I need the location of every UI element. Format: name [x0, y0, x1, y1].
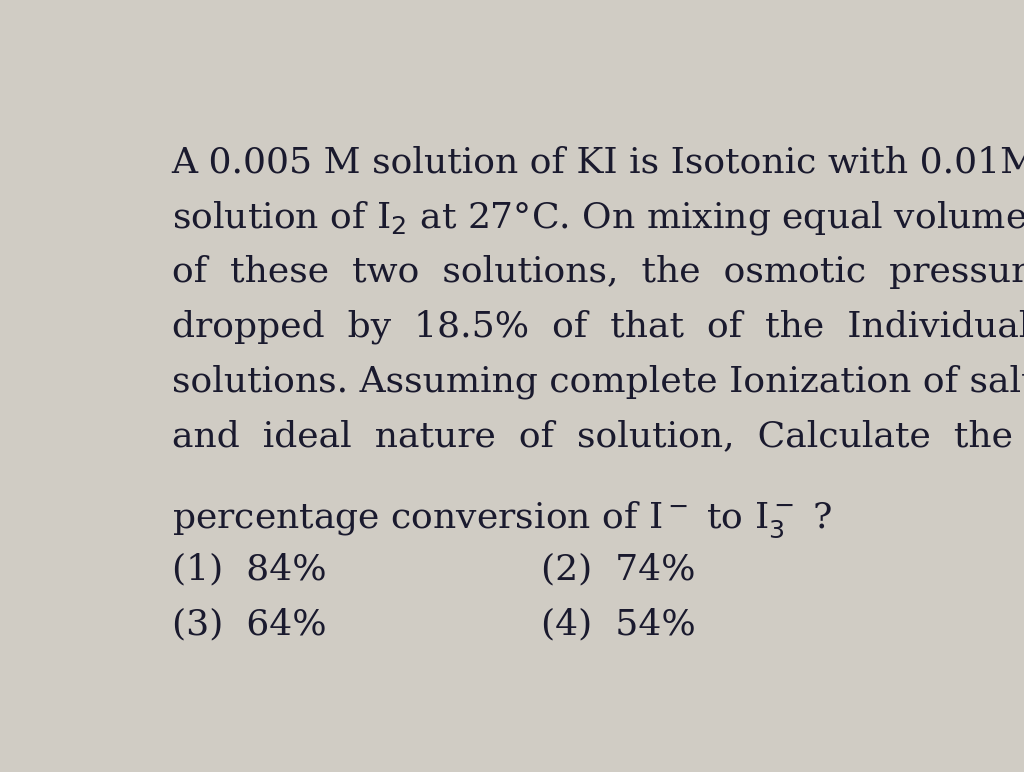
Text: (1)  84%: (1) 84% — [172, 553, 327, 587]
Text: solution of I$_2$ at 27°C. On mixing equal volumes: solution of I$_2$ at 27°C. On mixing equ… — [172, 199, 1024, 237]
Text: percentage conversion of I$^-$ to I$_3^-$ ?: percentage conversion of I$^-$ to I$_3^-… — [172, 499, 831, 540]
Text: (3)  64%: (3) 64% — [172, 608, 327, 642]
Text: dropped  by  18.5%  of  that  of  the  Individual: dropped by 18.5% of that of the Individu… — [172, 310, 1024, 344]
Text: (4)  54%: (4) 54% — [541, 608, 695, 642]
Text: solutions. Assuming complete Ionization of salts: solutions. Assuming complete Ionization … — [172, 364, 1024, 399]
Text: of  these  two  solutions,  the  osmotic  pressure: of these two solutions, the osmotic pres… — [172, 256, 1024, 290]
Text: and  ideal  nature  of  solution,  Calculate  the: and ideal nature of solution, Calculate … — [172, 419, 1013, 453]
Text: A 0.005 M solution of KI is Isotonic with 0.01M: A 0.005 M solution of KI is Isotonic wit… — [172, 146, 1024, 180]
Text: (2)  74%: (2) 74% — [541, 553, 695, 587]
